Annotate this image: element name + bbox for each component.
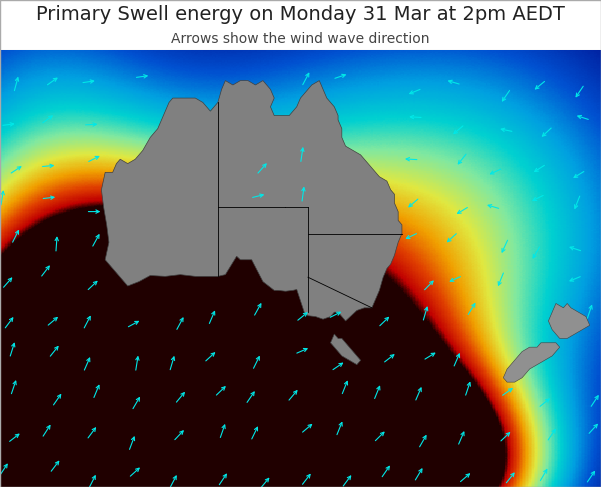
Polygon shape: [102, 80, 402, 321]
Polygon shape: [331, 334, 361, 365]
Polygon shape: [504, 343, 560, 382]
Text: Primary Swell energy on Monday 31 Mar at 2pm AEDT: Primary Swell energy on Monday 31 Mar at…: [36, 4, 565, 23]
Polygon shape: [549, 303, 590, 338]
Text: Arrows show the wind wave direction: Arrows show the wind wave direction: [171, 32, 430, 46]
